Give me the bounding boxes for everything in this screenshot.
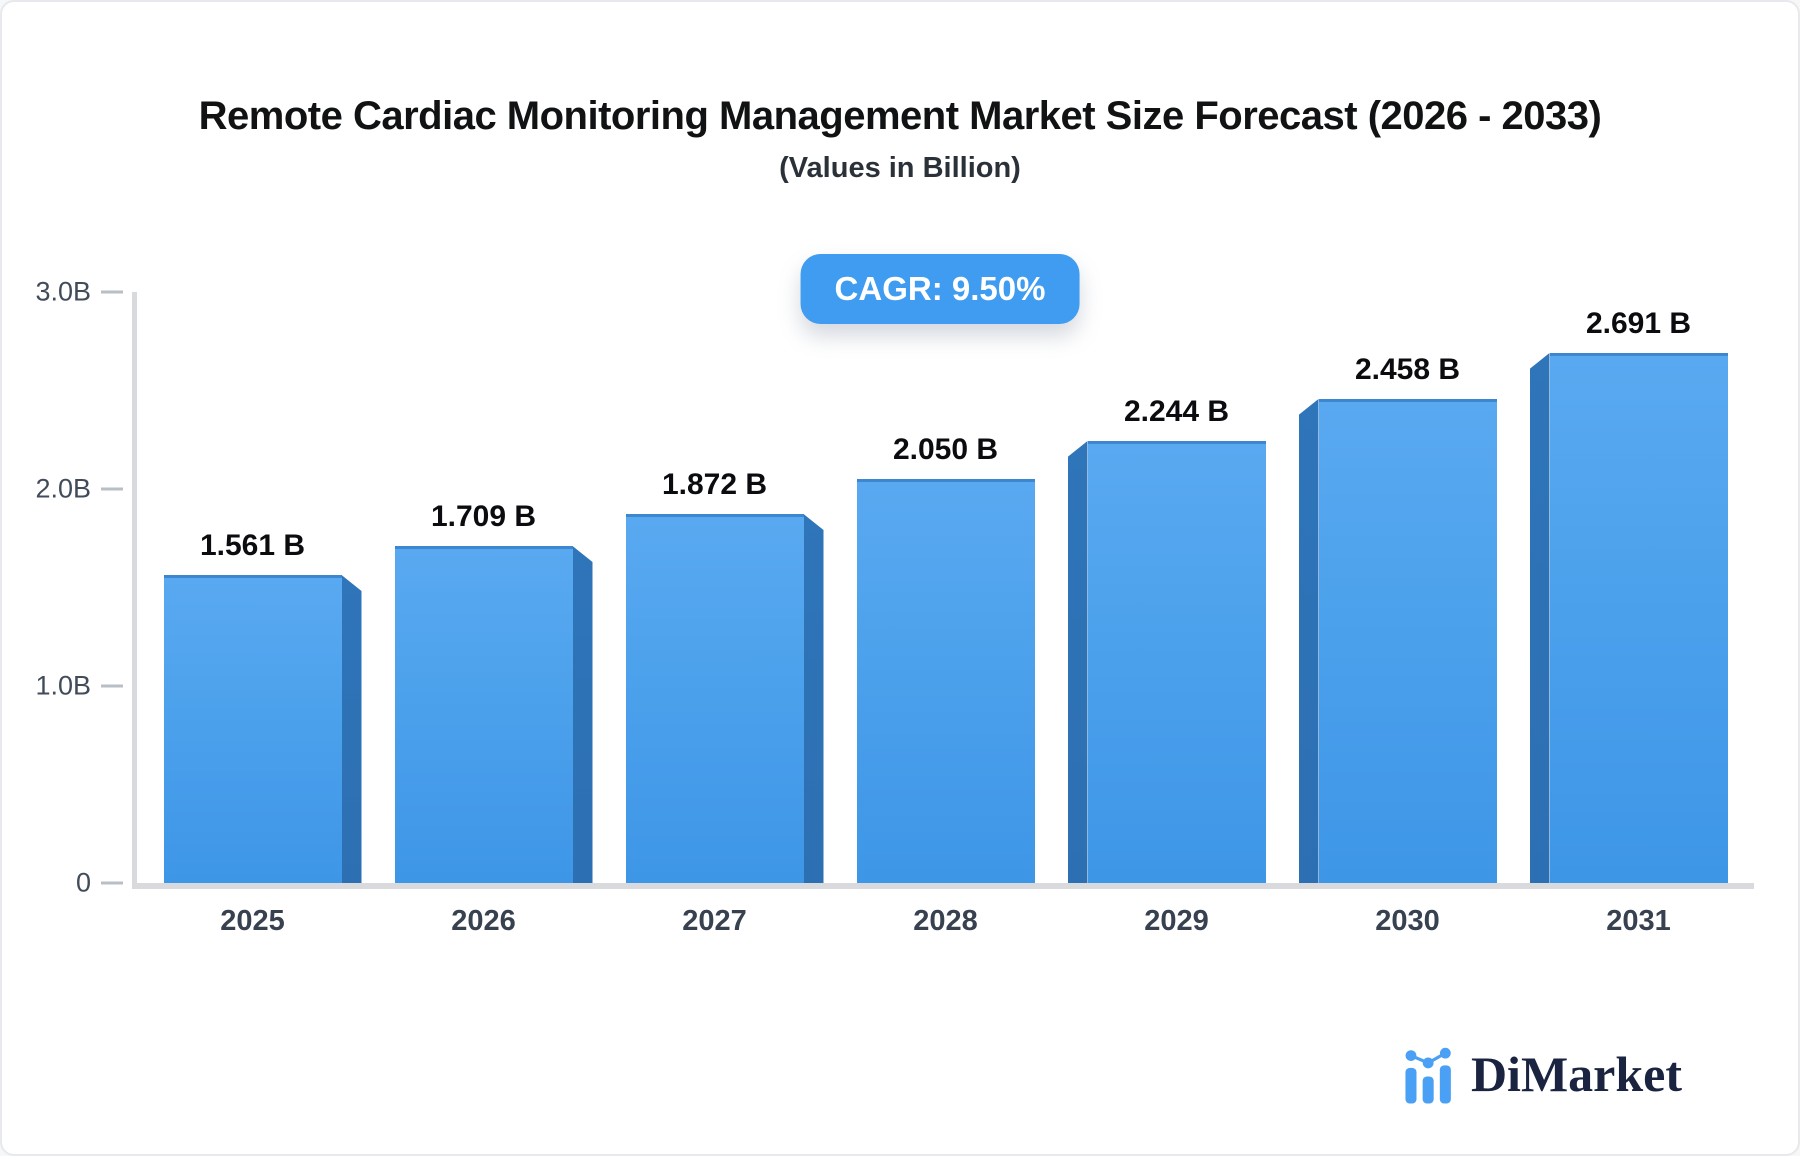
- bar-side-face: [1298, 399, 1319, 883]
- x-axis-label-2030: 2030: [1375, 905, 1440, 937]
- bar-side-face: [1067, 441, 1088, 883]
- bar-value-label: 1.561 B: [199, 529, 306, 562]
- plot-area: 0 1.0B 2.0B 3.0B 2025 1.561 B 2026 1.709 B 2027 1…: [35, 277, 1754, 937]
- x-axis-label-2025: 2025: [220, 905, 285, 937]
- y-axis-tick-dash: [101, 881, 123, 885]
- x-axis-label-2031: 2031: [1606, 905, 1671, 937]
- brand-logo: DiMarket: [1403, 1044, 1682, 1104]
- bar-2026: [394, 546, 573, 883]
- bar-side-face: [1529, 353, 1550, 883]
- x-axis-label-2026: 2026: [451, 905, 516, 937]
- y-axis-tick-label: 2.0B: [35, 473, 91, 504]
- y-axis-tick-label: 3.0B: [35, 276, 91, 307]
- bar-group-2029: 2.244 B: [1061, 292, 1292, 883]
- bar-2031: [1549, 353, 1728, 883]
- bar-value-label: 2.244 B: [1123, 395, 1230, 428]
- chart-subtitle: (Values in Billion): [779, 152, 1021, 184]
- x-axis-label-2028: 2028: [913, 905, 978, 937]
- brand-logo-text: DiMarket: [1470, 1046, 1682, 1102]
- y-axis-tick-label: 1.0B: [35, 670, 91, 701]
- bar-2028: [856, 479, 1035, 883]
- bar-value-label: 2.691 B: [1585, 307, 1692, 340]
- y-axis-tick-dash: [101, 684, 123, 688]
- mini-bar-chart-icon: [1403, 1044, 1457, 1104]
- y-axis-tick-dash: [101, 290, 123, 294]
- cagr-badge: CAGR: 9.50%: [800, 254, 1080, 324]
- bar-group-2031: 2.691 B: [1523, 292, 1754, 883]
- bar-value-label: 2.458 B: [1354, 353, 1461, 386]
- y-axis-tick-dash: [101, 487, 123, 491]
- bar-group-2025: 1.561 B: [137, 292, 368, 883]
- bar-side-face: [572, 546, 593, 883]
- bar-value-label: 2.050 B: [892, 433, 999, 466]
- bar-group-2030: 2.458 B: [1292, 292, 1523, 883]
- bar-group-2026: 1.709 B: [368, 292, 599, 883]
- chart-title: Remote Cardiac Monitoring Management Mar…: [198, 94, 1602, 138]
- bar-value-label: 1.709 B: [430, 500, 537, 533]
- bar-side-face: [341, 575, 362, 883]
- bar-2027: [625, 514, 804, 883]
- x-axis-label-2029: 2029: [1144, 905, 1209, 937]
- y-axis-tick-label: 0: [75, 867, 91, 898]
- bar-group-2028: 2.050 B: [830, 292, 1061, 883]
- bar-2030: [1318, 399, 1497, 883]
- x-axis-label-2027: 2027: [682, 905, 747, 937]
- bar-value-label: 1.872 B: [661, 468, 768, 501]
- bar-2025: [163, 575, 342, 883]
- bar-side-face: [803, 514, 824, 883]
- bar-group-2027: 1.872 B: [599, 292, 830, 883]
- bar-2029: [1087, 441, 1266, 883]
